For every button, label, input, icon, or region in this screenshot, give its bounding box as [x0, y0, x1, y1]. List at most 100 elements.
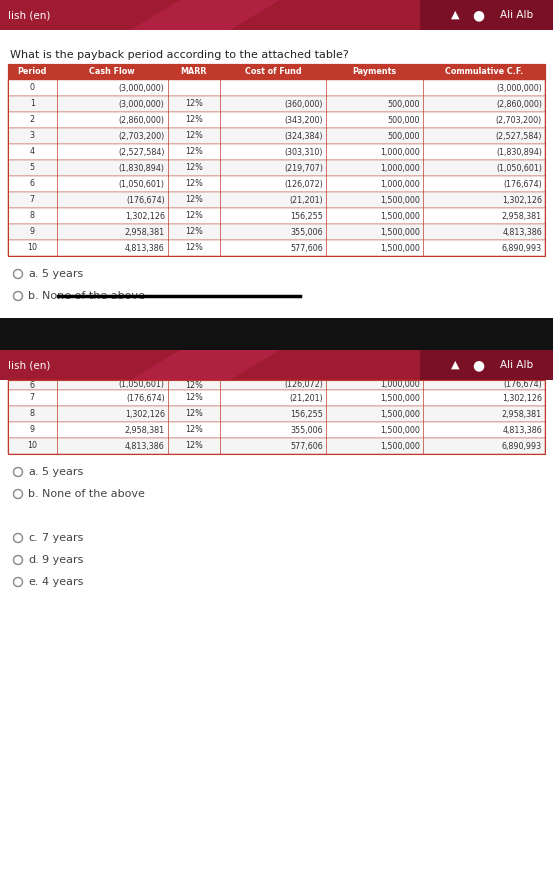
Text: 1,302,126: 1,302,126	[124, 410, 165, 418]
Text: (21,201): (21,201)	[289, 195, 323, 205]
Text: (176,674): (176,674)	[126, 394, 165, 402]
Text: MARR: MARR	[180, 67, 207, 76]
Text: 12%: 12%	[185, 228, 203, 236]
Text: 12%: 12%	[185, 100, 203, 108]
Text: 1,500,000: 1,500,000	[380, 410, 420, 418]
Text: a.: a.	[28, 467, 39, 477]
Bar	[8, 144, 545, 160]
Text: 4,813,386: 4,813,386	[502, 228, 542, 236]
Text: 1,500,000: 1,500,000	[380, 228, 420, 236]
Text: 1,000,000: 1,000,000	[380, 381, 420, 389]
Text: (21,201): (21,201)	[289, 394, 323, 402]
Text: 1,000,000: 1,000,000	[380, 179, 420, 188]
Text: 12%: 12%	[185, 148, 203, 157]
Text: 6: 6	[30, 381, 35, 389]
Text: 12%: 12%	[185, 243, 203, 253]
Text: Commulative C.F.: Commulative C.F.	[445, 67, 523, 76]
Bar	[0, 318, 553, 350]
Text: Period: Period	[18, 67, 47, 76]
Text: (219,707): (219,707)	[284, 164, 323, 172]
Text: (176,674): (176,674)	[503, 179, 542, 188]
Text: (2,527,584): (2,527,584)	[118, 148, 165, 157]
Text: (360,000): (360,000)	[284, 100, 323, 108]
Bar	[8, 240, 545, 256]
Text: (1,050,601): (1,050,601)	[119, 179, 165, 188]
Text: 7 years: 7 years	[42, 533, 84, 543]
Text: 12%: 12%	[185, 195, 203, 205]
Text: Cost of Fund: Cost of Fund	[244, 67, 301, 76]
Text: 577,606: 577,606	[290, 243, 323, 253]
Text: 2,958,381: 2,958,381	[124, 228, 165, 236]
Text: lish (en): lish (en)	[8, 10, 50, 20]
Text: (1,830,894): (1,830,894)	[119, 164, 165, 172]
Text: 6,890,993: 6,890,993	[502, 243, 542, 253]
Text: 2,958,381: 2,958,381	[124, 425, 165, 435]
Text: None of the above: None of the above	[42, 489, 145, 499]
Text: 8: 8	[30, 410, 35, 418]
Text: d.: d.	[28, 555, 39, 565]
Bar	[8, 380, 545, 390]
Text: 2,958,381: 2,958,381	[502, 410, 542, 418]
Bar	[8, 406, 545, 422]
Text: (2,703,200): (2,703,200)	[495, 116, 542, 124]
Text: 4 years: 4 years	[42, 577, 84, 587]
Text: Ali Alb: Ali Alb	[500, 10, 533, 20]
Text: (3,000,000): (3,000,000)	[496, 83, 542, 93]
Bar	[8, 438, 545, 454]
Bar	[8, 224, 545, 240]
Text: 12%: 12%	[185, 381, 203, 389]
Text: 2,958,381: 2,958,381	[502, 212, 542, 220]
Text: 12%: 12%	[185, 116, 203, 124]
Text: 2: 2	[30, 116, 35, 124]
Text: Ali Alb: Ali Alb	[500, 360, 533, 370]
Bar	[8, 192, 545, 208]
Text: 355,006: 355,006	[290, 425, 323, 435]
Text: 1,500,000: 1,500,000	[380, 442, 420, 451]
Text: (303,310): (303,310)	[284, 148, 323, 157]
Text: (2,860,000): (2,860,000)	[496, 100, 542, 108]
Text: 1,302,126: 1,302,126	[124, 212, 165, 220]
Text: lish (en): lish (en)	[8, 360, 50, 370]
Text: 1,500,000: 1,500,000	[380, 195, 420, 205]
Text: 156,255: 156,255	[290, 212, 323, 220]
Text: (3,000,000): (3,000,000)	[119, 100, 165, 108]
Text: 355,006: 355,006	[290, 228, 323, 236]
Text: Payments: Payments	[352, 67, 397, 76]
Text: 1,500,000: 1,500,000	[380, 425, 420, 435]
Text: a.: a.	[28, 269, 39, 279]
Text: 0: 0	[30, 83, 35, 93]
Text: ●: ●	[472, 8, 484, 22]
Text: 12%: 12%	[185, 212, 203, 220]
Text: (1,830,894): (1,830,894)	[496, 148, 542, 157]
Text: (343,200): (343,200)	[284, 116, 323, 124]
Text: 577,606: 577,606	[290, 442, 323, 451]
Text: 5: 5	[30, 164, 35, 172]
Text: 12%: 12%	[185, 442, 203, 451]
Text: (2,860,000): (2,860,000)	[119, 116, 165, 124]
Text: What is the payback period according to the attached table?: What is the payback period according to …	[10, 50, 349, 60]
Text: 9: 9	[30, 228, 35, 236]
Text: None of the above: None of the above	[42, 291, 145, 301]
Polygon shape	[130, 0, 280, 30]
Text: 4: 4	[30, 148, 35, 157]
Text: 4,813,386: 4,813,386	[125, 442, 165, 451]
Bar	[8, 80, 545, 96]
Text: c.: c.	[28, 533, 38, 543]
Bar	[0, 380, 553, 875]
Text: 12%: 12%	[185, 164, 203, 172]
Bar	[8, 422, 545, 438]
Text: 1,500,000: 1,500,000	[380, 212, 420, 220]
Text: 4,813,386: 4,813,386	[502, 425, 542, 435]
Text: 12%: 12%	[185, 425, 203, 435]
Text: 5 years: 5 years	[42, 467, 84, 477]
Text: 4,813,386: 4,813,386	[125, 243, 165, 253]
Text: b.: b.	[28, 489, 39, 499]
Text: 1: 1	[30, 100, 35, 108]
Text: 5 years: 5 years	[42, 269, 84, 279]
Text: (176,674): (176,674)	[503, 381, 542, 389]
Text: 7: 7	[30, 394, 35, 402]
Bar	[8, 208, 545, 224]
Text: 12%: 12%	[185, 410, 203, 418]
Text: ●: ●	[472, 358, 484, 372]
Bar	[8, 64, 545, 80]
